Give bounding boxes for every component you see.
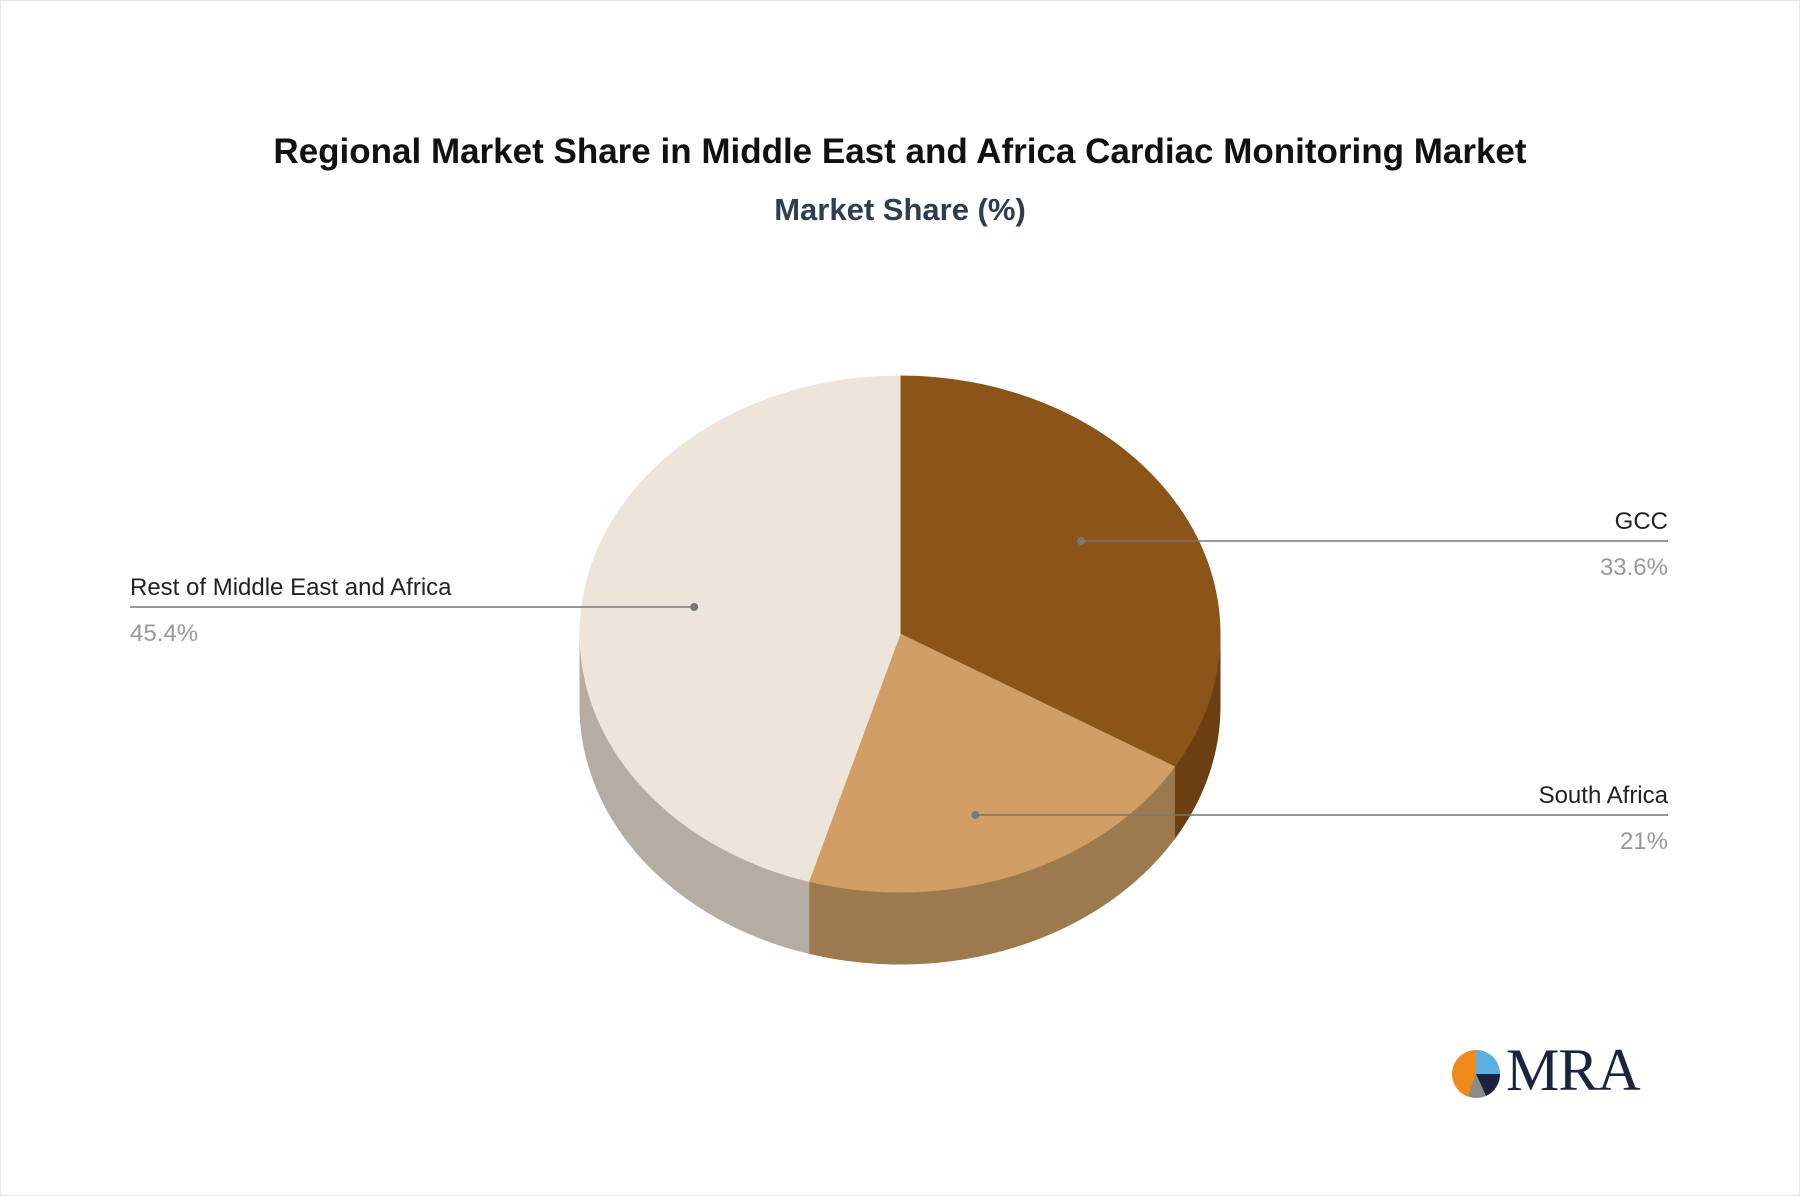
mra-logo: MRA [1448, 1037, 1648, 1103]
chart-title: Regional Market Share in Middle East and… [273, 132, 1527, 171]
slice-value-1: 21% [1620, 828, 1668, 855]
leader-dot-0 [1076, 537, 1085, 545]
logo-text: MRA [1506, 1037, 1641, 1103]
chart-subtitle: Market Share (%) [774, 192, 1026, 227]
slice-label-1: South Africa [1539, 782, 1669, 809]
slice-label-2: Rest of Middle East and Africa [130, 574, 452, 601]
leader-dot-2 [690, 603, 699, 611]
logo-pie-icon [1452, 1050, 1501, 1098]
slice-value-2: 45.4% [130, 620, 198, 647]
pie-slice-2[interactable] [579, 375, 901, 882]
leader-dot-1 [971, 811, 980, 819]
pie-slice-0[interactable] [899, 375, 1221, 768]
slice-label-0: GCC [1615, 508, 1668, 535]
slice-value-0: 33.6% [1600, 554, 1668, 581]
pie-slice-1[interactable] [808, 633, 1176, 893]
